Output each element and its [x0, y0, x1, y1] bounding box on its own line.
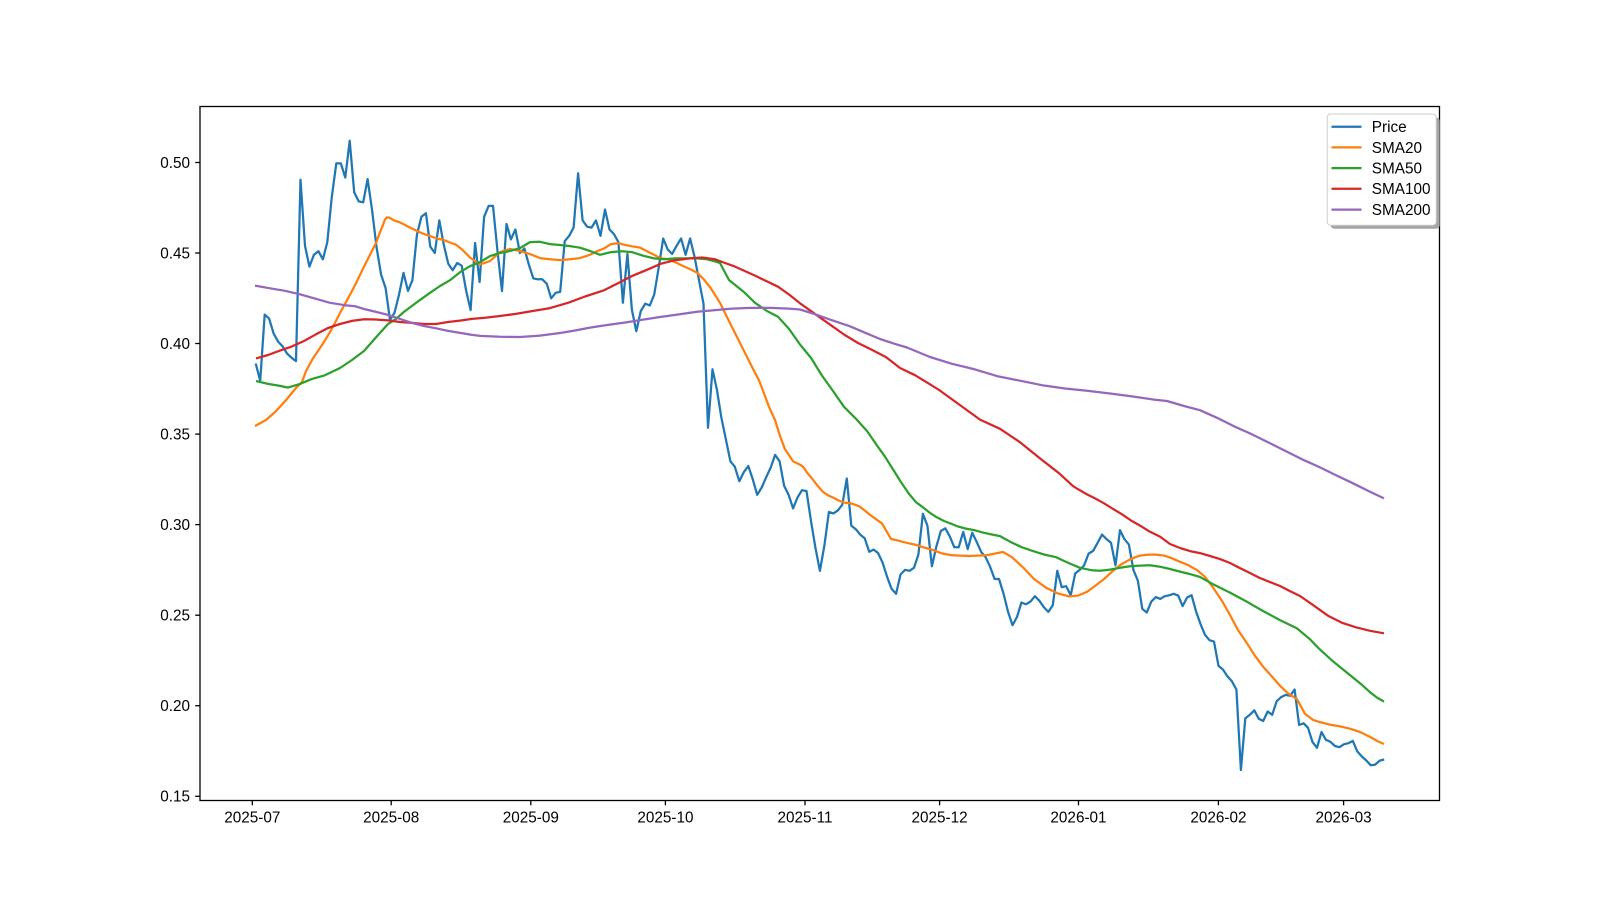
svg-text:0.15: 0.15	[160, 789, 190, 806]
svg-text:2025-12: 2025-12	[912, 810, 968, 827]
svg-text:0.30: 0.30	[160, 517, 190, 534]
svg-text:SMA50: SMA50	[1372, 161, 1422, 178]
svg-text:2025-07: 2025-07	[224, 810, 280, 827]
svg-text:0.50: 0.50	[160, 155, 190, 172]
svg-text:2025-09: 2025-09	[503, 810, 559, 827]
svg-text:2025-08: 2025-08	[363, 810, 419, 827]
svg-text:0.35: 0.35	[160, 427, 190, 444]
svg-text:2025-11: 2025-11	[777, 810, 832, 827]
svg-text:Price: Price	[1372, 119, 1407, 136]
svg-text:0.20: 0.20	[160, 698, 190, 715]
svg-text:SMA100: SMA100	[1372, 181, 1431, 198]
svg-text:SMA200: SMA200	[1372, 202, 1431, 219]
svg-text:0.45: 0.45	[160, 245, 190, 262]
svg-text:0.40: 0.40	[160, 336, 190, 353]
svg-text:SMA20: SMA20	[1372, 140, 1422, 157]
svg-text:0.25: 0.25	[160, 608, 190, 625]
svg-text:2026-02: 2026-02	[1190, 810, 1246, 827]
svg-text:2025-10: 2025-10	[637, 810, 693, 827]
svg-text:2026-01: 2026-01	[1050, 810, 1106, 827]
svg-text:2026-03: 2026-03	[1316, 810, 1372, 827]
